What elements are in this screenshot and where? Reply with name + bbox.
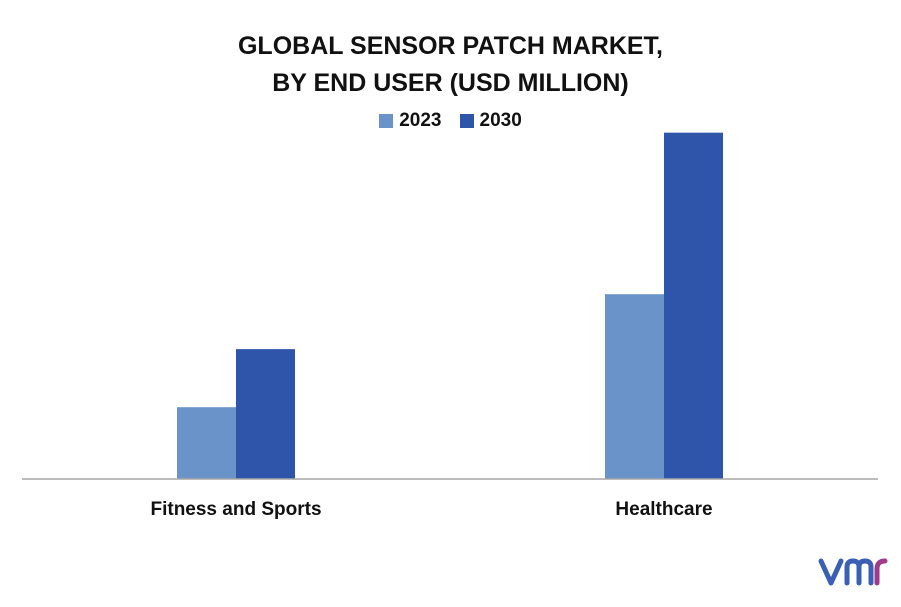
chart-title-line-2: BY END USER (USD MILLION) [272, 69, 629, 97]
legend-item-2023: 2023 [379, 110, 442, 132]
vmr-logo-icon [818, 558, 888, 586]
legend-swatch-2023 [379, 114, 394, 128]
legend-label-2023: 2023 [399, 110, 442, 131]
x-tick-label: Healthcare [615, 499, 712, 520]
bar-2030-fitness-and-sports [236, 349, 295, 479]
legend-label-2030: 2030 [479, 110, 522, 131]
bar-2023-fitness-and-sports [177, 407, 236, 479]
legend-swatch-2030 [459, 114, 474, 128]
chart-title-line-1: GLOBAL SENSOR PATCH MARKET, [237, 32, 663, 60]
x-tick-label: Fitness and Sports [150, 499, 321, 520]
legend: 2023 2030 [0, 110, 901, 132]
bar-2023-healthcare [605, 294, 664, 479]
legend-item-2030: 2030 [459, 110, 522, 132]
bar-2030-healthcare [664, 132, 723, 479]
